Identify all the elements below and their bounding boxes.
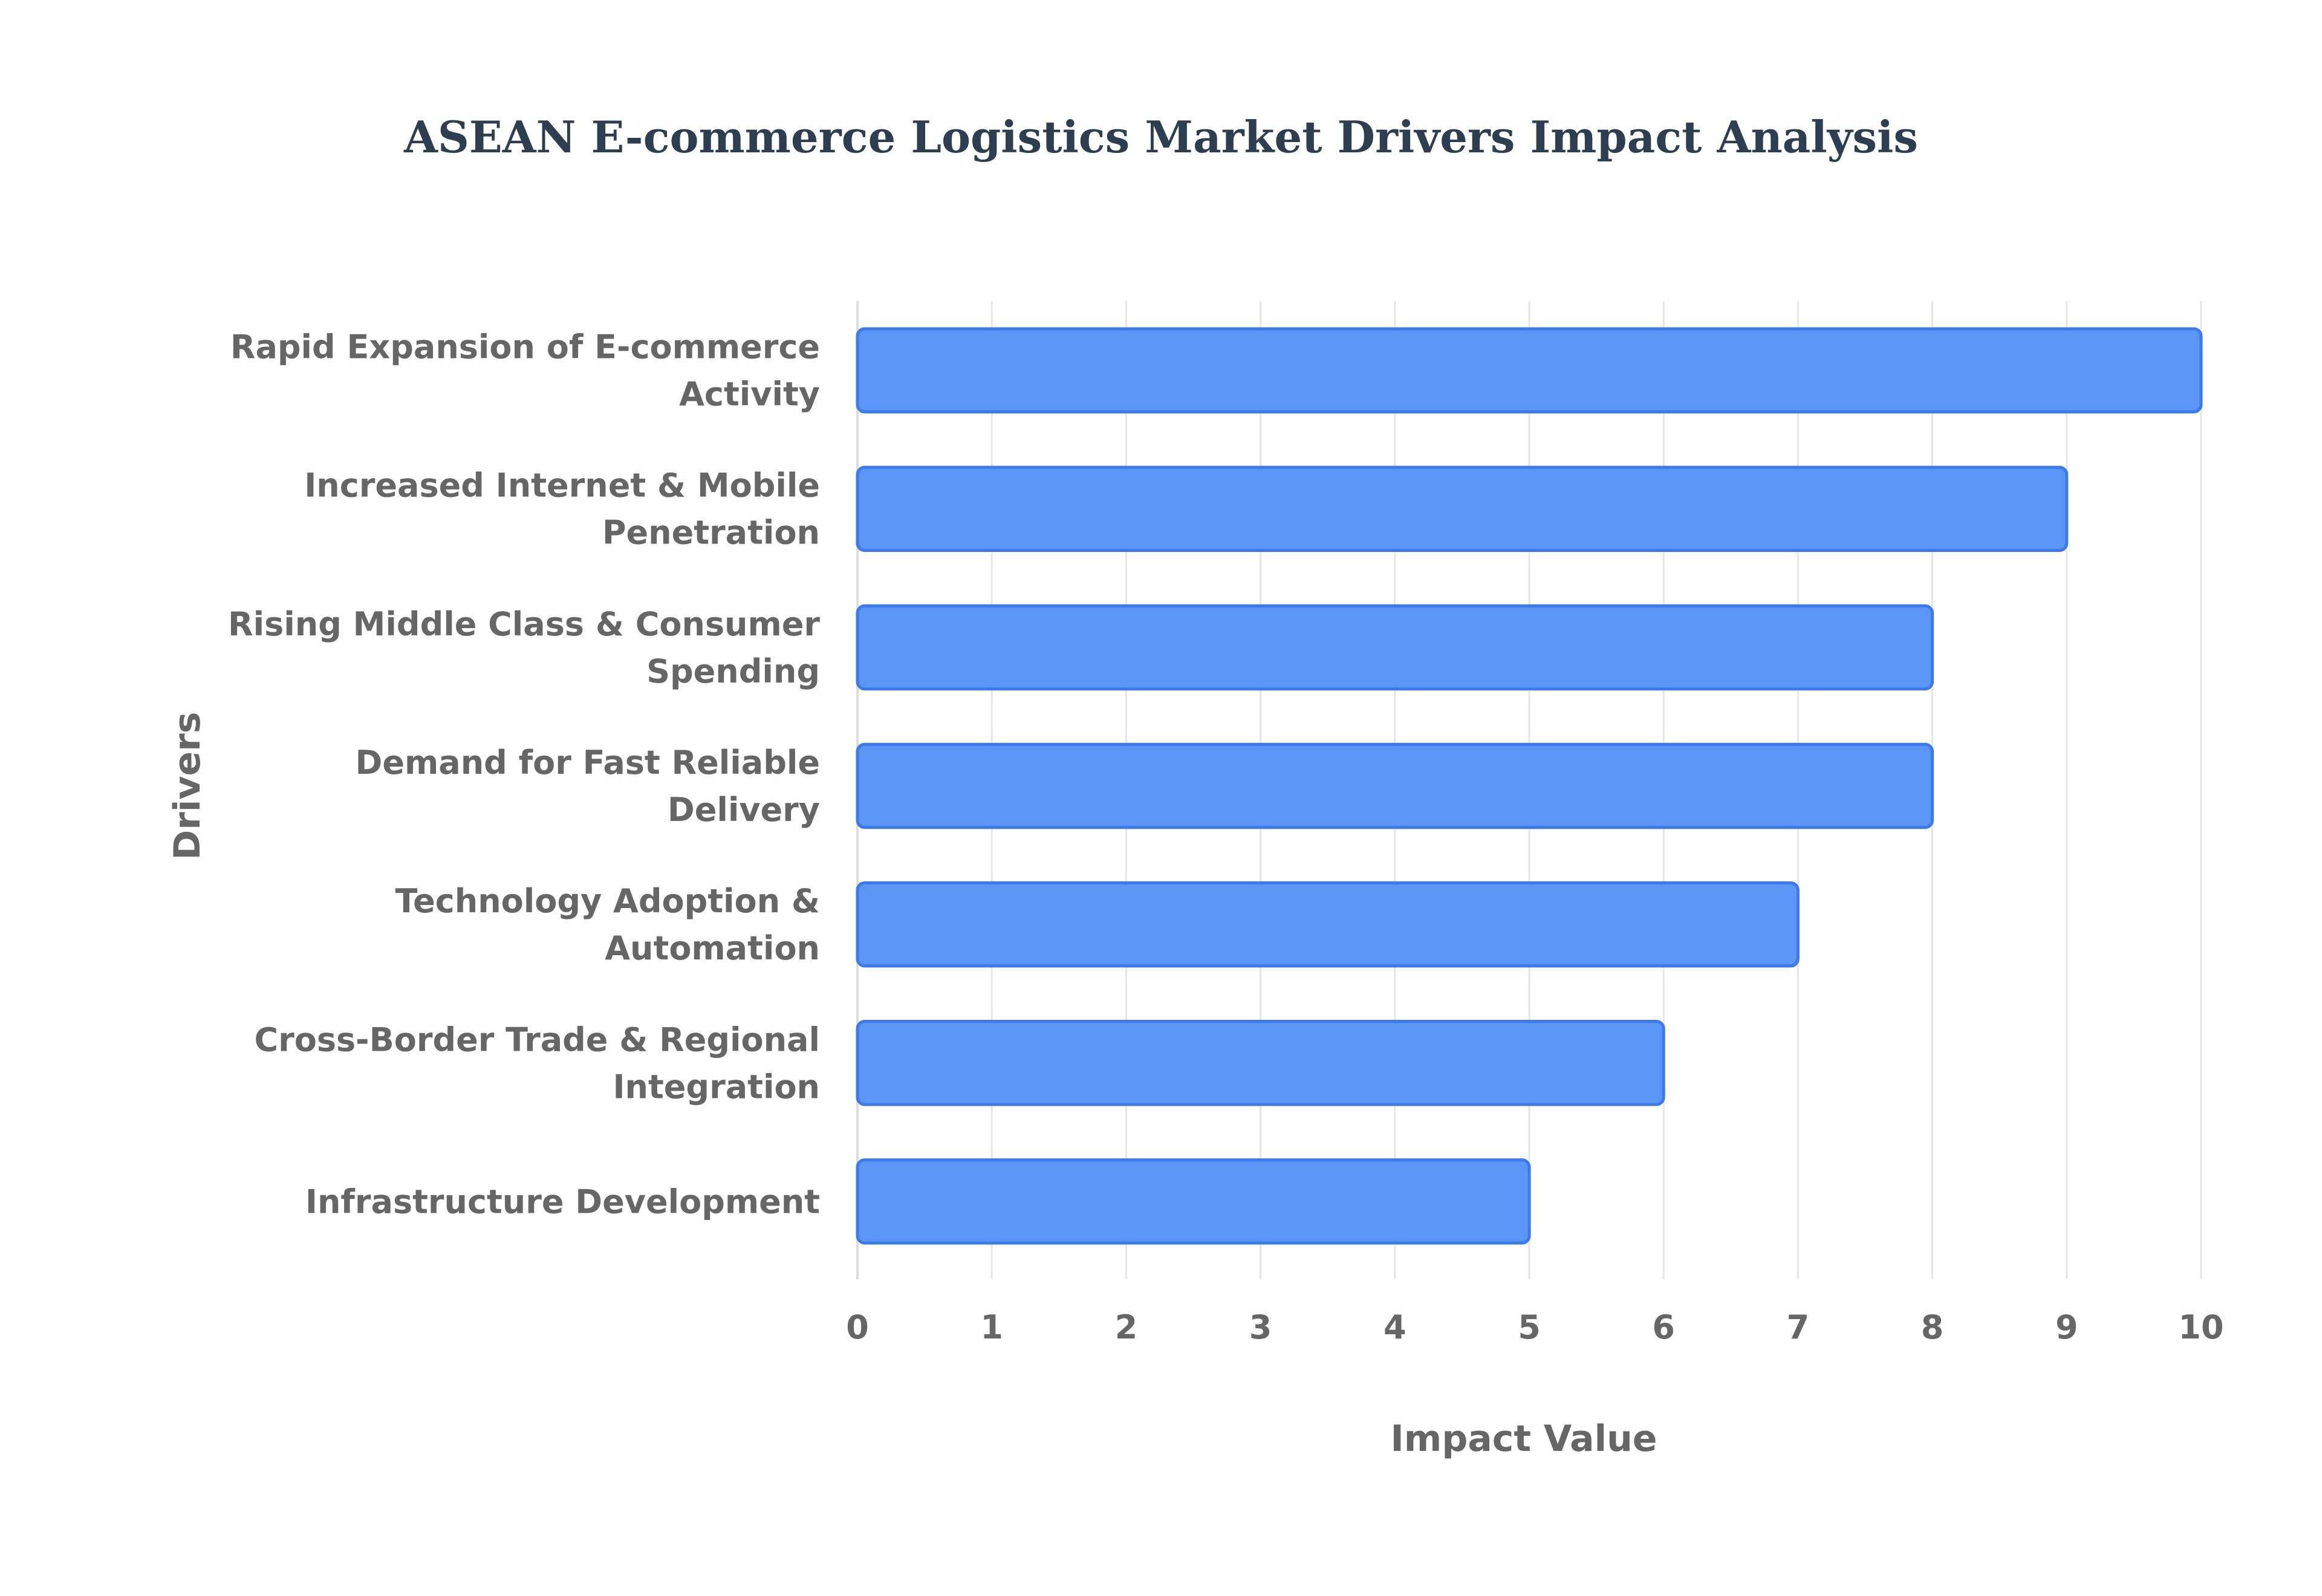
category-label-line: Infrastructure Development	[305, 1182, 820, 1221]
category-label-line: Rapid Expansion of E-commerce	[230, 328, 820, 366]
category-label-line: Increased Internet & Mobile	[304, 467, 820, 505]
x-axis-title: Impact Value	[1390, 1418, 1657, 1460]
bar	[856, 465, 2069, 552]
chart-title: ASEAN E-commerce Logistics Market Driver…	[403, 111, 1918, 163]
x-tick-label: 5	[1518, 1308, 1541, 1346]
bar	[856, 604, 1934, 691]
x-tick-label: 9	[2055, 1308, 2078, 1346]
category-label-line: Penetration	[602, 514, 820, 552]
category-label: Cross-Border Trade & Regional Integration	[255, 1020, 820, 1106]
bar	[856, 742, 1934, 829]
bars	[856, 327, 2203, 1245]
category-label-line: Automation	[605, 929, 820, 967]
category-label-line: Delivery	[668, 791, 820, 829]
category-label-line: Activity	[679, 375, 820, 414]
category-label: Infrastructure Development	[305, 1182, 820, 1221]
category-label-line: Integration	[613, 1068, 820, 1106]
category-label-line: Technology Adoption &	[395, 882, 820, 920]
x-tick-label: 6	[1652, 1308, 1675, 1346]
bar	[856, 881, 1800, 968]
category-labels: Rapid Expansion of E-commerce Activity Inc…	[228, 328, 820, 1221]
category-label: Increased Internet & Mobile Penetration	[304, 467, 820, 552]
x-tick-label: 8	[1921, 1308, 1944, 1346]
x-tick-label: 4	[1384, 1308, 1407, 1346]
x-tick-label: 7	[1787, 1308, 1810, 1346]
x-tick-label: 3	[1249, 1308, 1272, 1346]
bar	[856, 1158, 1531, 1245]
y-axis-title: Drivers	[166, 712, 209, 860]
category-label-line: Demand for Fast Reliable	[356, 744, 820, 782]
x-tick-label: 2	[1115, 1308, 1138, 1346]
category-label: Rising Middle Class & Consumer Spending	[228, 605, 820, 690]
category-label-line: Rising Middle Class & Consumer	[228, 605, 820, 643]
category-label: Technology Adoption & Automation	[395, 882, 820, 967]
category-label: Rapid Expansion of E-commerce Activity	[230, 328, 820, 414]
bar	[856, 1020, 1665, 1106]
x-tick-label: 0	[846, 1308, 869, 1346]
category-label-line: Spending	[646, 652, 820, 690]
category-label-line: Cross-Border Trade & Regional	[255, 1020, 820, 1059]
bar	[856, 327, 2203, 414]
x-tick-label: 1	[980, 1308, 1003, 1346]
x-tick-label: 10	[2178, 1308, 2223, 1346]
x-tick-labels: 0 1 2 3 4 5 6 7 8 9 10	[846, 1308, 2223, 1346]
category-label: Demand for Fast Reliable Delivery	[356, 744, 820, 829]
